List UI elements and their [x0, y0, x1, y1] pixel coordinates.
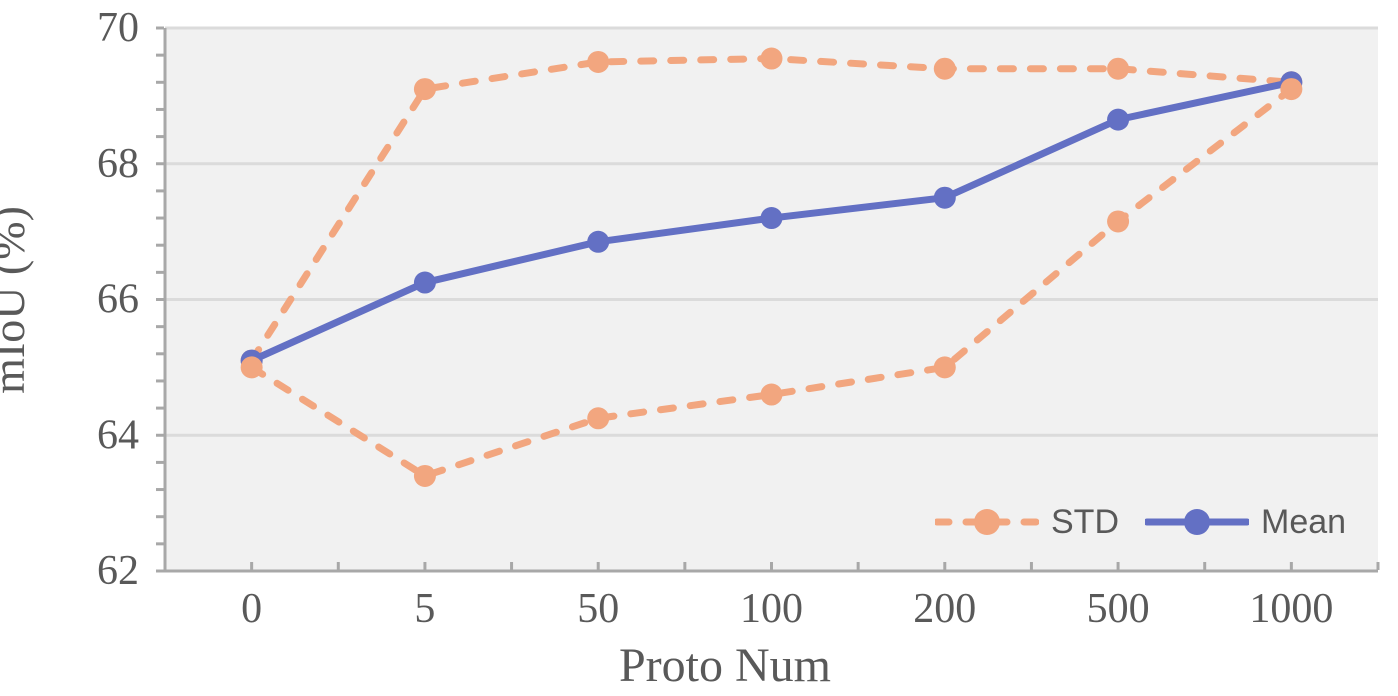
data-point-std-lower-band-x1000: [1280, 78, 1303, 101]
data-point-std-lower-band-x0: [240, 356, 263, 379]
y-tick-label-64: 64: [97, 412, 139, 458]
std-dashed-line-icon: [935, 507, 1039, 537]
y-tick-label-70: 70: [97, 5, 139, 51]
data-point-std-lower-band-x100: [760, 383, 783, 406]
data-point-mean-x200: [933, 186, 956, 209]
x-tick-label-0: 0: [241, 586, 262, 632]
mean-solid-line-icon: [1145, 507, 1249, 537]
x-axis-title: Proto Num: [618, 639, 831, 692]
data-point-std-upper-band-x5: [413, 78, 436, 101]
legend-item-std: STD: [935, 505, 1119, 539]
data-point-std-lower-band-x50: [587, 407, 610, 430]
chart-legend: STD Mean: [935, 498, 1346, 546]
x-tick-label-1000: 1000: [1249, 586, 1333, 632]
x-tick-label-5: 5: [414, 586, 435, 632]
legend-label-mean: Mean: [1261, 503, 1347, 541]
x-tick-label-100: 100: [740, 586, 803, 632]
data-point-std-lower-band-x200: [933, 356, 956, 379]
data-point-mean-x500: [1107, 108, 1130, 131]
data-point-std-upper-band-x500: [1107, 57, 1130, 80]
legend-item-mean: Mean: [1145, 505, 1346, 539]
x-tick-label-200: 200: [913, 586, 976, 632]
data-point-mean-x50: [587, 230, 610, 253]
data-point-std-upper-band-x50: [587, 50, 610, 73]
y-tick-label-66: 66: [97, 277, 139, 323]
data-point-std-lower-band-x500: [1107, 210, 1130, 233]
legend-label-std: STD: [1051, 503, 1119, 541]
x-tick-label-500: 500: [1087, 586, 1150, 632]
data-point-std-upper-band-x100: [760, 47, 783, 70]
data-point-std-lower-band-x5: [413, 464, 436, 487]
data-point-mean-x100: [760, 207, 783, 230]
data-point-std-upper-band-x200: [933, 57, 956, 80]
y-tick-label-62: 62: [97, 548, 139, 594]
x-tick-label-50: 50: [577, 586, 619, 632]
data-point-mean-x5: [413, 271, 436, 294]
y-tick-label-68: 68: [97, 141, 139, 187]
y-axis-title-text: mIoU (%): [0, 206, 34, 394]
